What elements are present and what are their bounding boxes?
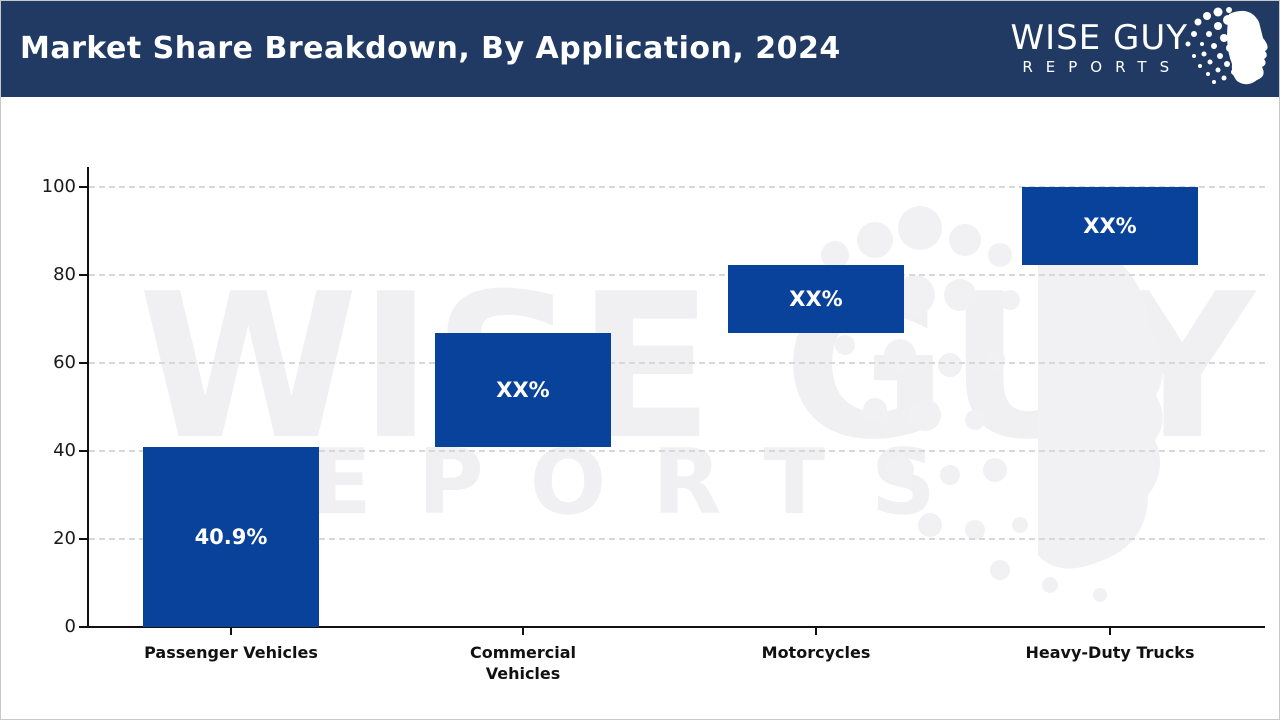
y-tick-mark [79,186,88,188]
bar-value-label: XX% [496,377,550,402]
logo-subtitle: REPORTS [1022,58,1183,76]
y-gridline [89,450,1265,452]
x-category-label: Heavy-Duty Trucks [1025,643,1195,662]
x-tick-mark [230,628,232,635]
y-tick-label: 100 [41,176,76,197]
y-axis-line [87,167,89,627]
y-tick-label: 0 [64,616,76,637]
bar-value-label: XX% [1083,213,1137,238]
x-category-label: Commercial Vehicles [469,643,577,683]
x-tick-mark [522,628,524,635]
y-tick-label: 60 [53,352,76,373]
header-bar: Market Share Breakdown, By Application, … [0,0,1280,97]
bar: XX% [728,264,904,333]
y-tick-mark [79,538,88,540]
x-tick-mark [1109,628,1111,635]
dotted-face-profile-icon [1185,6,1268,84]
y-gridline [89,186,1265,188]
logo-text: WISE GUY REPORTS [1010,21,1188,76]
y-gridline [89,362,1265,364]
y-tick-mark [79,450,88,452]
x-axis-line [87,626,1265,628]
x-category-label: Motorcycles [761,643,871,662]
y-gridline [89,538,1265,540]
y-tick-label: 20 [53,528,76,549]
page-title: Market Share Breakdown, By Application, … [20,31,841,66]
bar-value-label: XX% [789,286,843,311]
y-tick-mark [79,362,88,364]
bar: 40.9% [143,447,319,627]
bar-value-label: 40.9% [194,525,268,549]
bar: XX% [1022,187,1198,265]
bar: XX% [435,332,611,448]
y-tick-label: 80 [53,264,76,285]
y-gridline [89,274,1265,276]
wiseguy-logo: WISE GUY REPORTS [1010,4,1274,94]
logo-wordmark: WISE GUY [1010,18,1188,58]
y-tick-label: 40 [53,440,76,461]
x-tick-mark [815,628,817,635]
y-tick-mark [79,626,88,628]
x-category-label: Passenger Vehicles [144,643,318,662]
y-tick-mark [79,274,88,276]
